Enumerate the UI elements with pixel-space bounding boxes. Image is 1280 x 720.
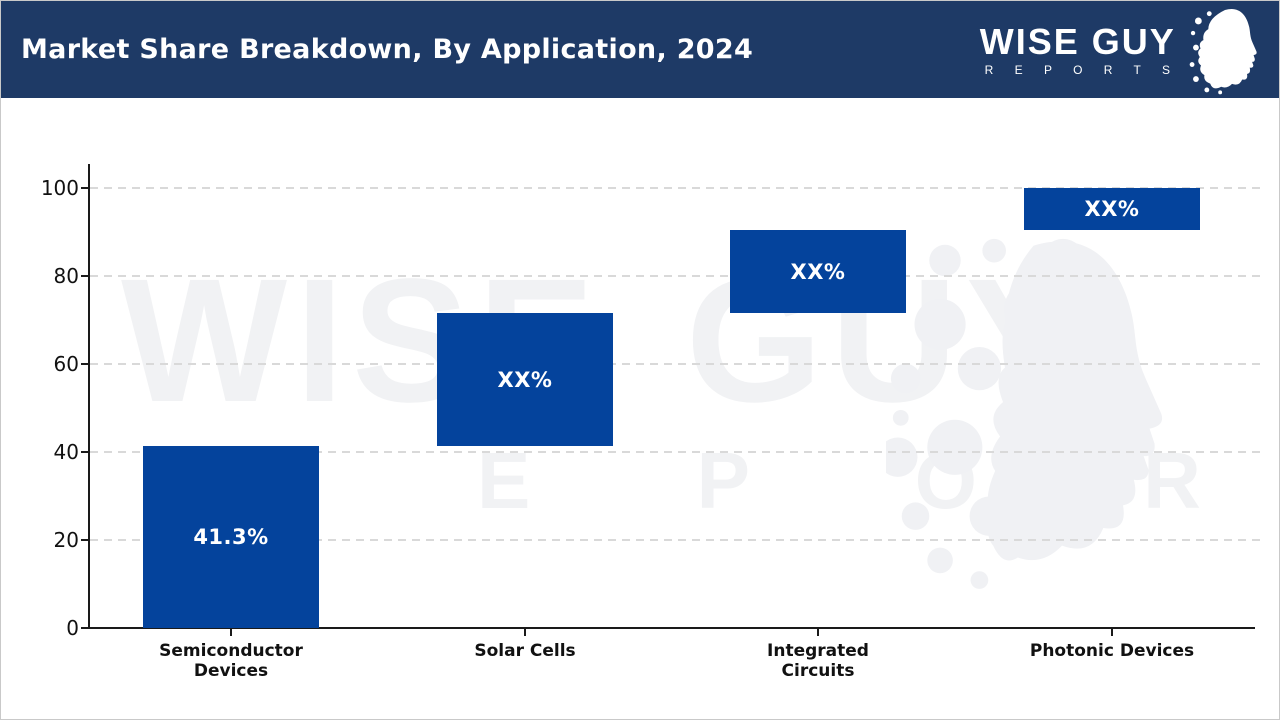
y-tick-mark <box>81 187 88 189</box>
bar-value-label: XX% <box>1084 196 1140 221</box>
bar-segment: 41.3% <box>143 446 319 628</box>
y-tick-mark <box>81 275 88 277</box>
bar-segment: XX% <box>730 229 906 314</box>
y-tick-label: 20 <box>53 528 79 552</box>
logo-text: WISE GUY R E P O R T S <box>977 20 1179 77</box>
y-tick-mark <box>81 627 88 629</box>
y-gridline <box>90 539 1263 541</box>
logo-wordmark: WISE GUY <box>979 20 1176 62</box>
bar-value-label: 41.3% <box>193 525 269 550</box>
x-tick-mark <box>524 629 526 636</box>
y-gridline <box>90 275 1263 277</box>
x-category-label: Semiconductor Devices <box>159 641 303 682</box>
x-category-label: Solar Cells <box>474 641 576 661</box>
logo-head-icon <box>1189 8 1257 94</box>
y-tick-mark <box>81 539 88 541</box>
y-gridline <box>90 187 1263 189</box>
y-gridline <box>90 363 1263 365</box>
x-tick-mark <box>230 629 232 636</box>
y-tick-mark <box>81 363 88 365</box>
y-axis-line <box>88 164 90 629</box>
bar-value-label: XX% <box>497 367 553 392</box>
watermark-head-icon <box>886 238 1163 589</box>
x-category-label: Photonic Devices <box>1029 641 1195 661</box>
x-tick-mark <box>1111 629 1113 636</box>
y-tick-label: 40 <box>53 440 79 464</box>
x-tick-mark <box>817 629 819 636</box>
y-gridline <box>90 451 1263 453</box>
y-tick-label: 80 <box>53 264 79 288</box>
page-title: Market Share Breakdown, By Application, … <box>21 34 754 65</box>
wise-guy-reports-logo: WISE GUY R E P O R T S <box>977 4 1267 96</box>
bar-segment: XX% <box>437 313 613 447</box>
bar-value-label: XX% <box>790 259 846 284</box>
bar-segment: XX% <box>1024 188 1200 230</box>
x-category-label: Integrated Circuits <box>767 641 869 682</box>
x-axis-line <box>88 627 1255 629</box>
y-tick-label: 60 <box>53 352 79 376</box>
logo-subtitle: R E P O R T S <box>984 62 1179 77</box>
y-tick-label: 100 <box>40 176 79 200</box>
header-bar: Market Share Breakdown, By Application, … <box>1 1 1279 98</box>
y-tick-label: 0 <box>66 616 79 640</box>
y-tick-mark <box>81 451 88 453</box>
